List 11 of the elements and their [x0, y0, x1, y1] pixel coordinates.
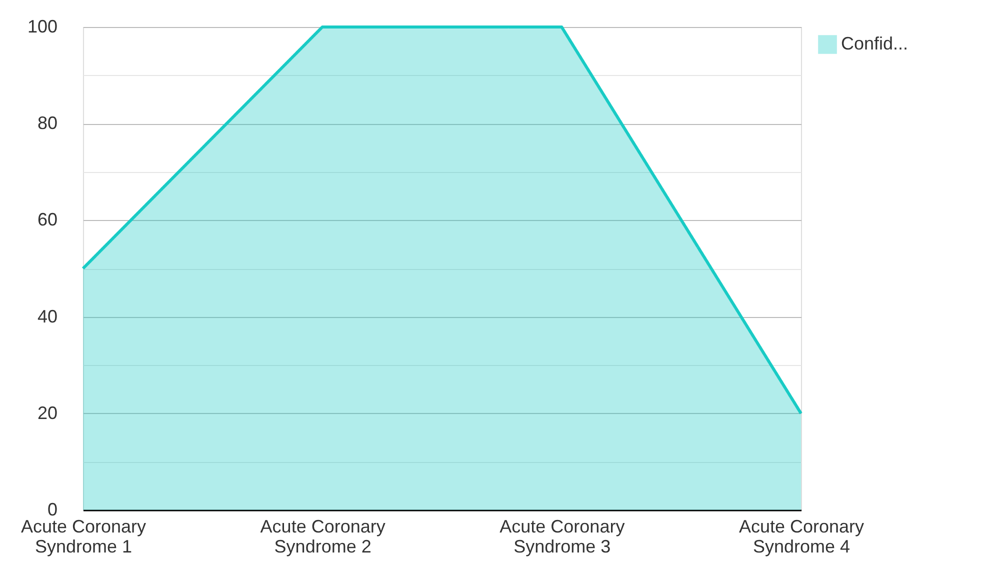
- y-tick-label: 0: [47, 500, 58, 520]
- y-tick-label: 20: [37, 402, 58, 423]
- x-tick-label: Acute Coronary Syndrome 4: [738, 516, 864, 556]
- y-tick-label: 60: [37, 210, 58, 230]
- y-tick-label: 80: [37, 113, 58, 134]
- y-tick-label: 40: [37, 306, 58, 326]
- legend-label: Confid...: [841, 34, 908, 54]
- x-tick-label: Acute Coronary Syndrome 2: [260, 516, 386, 556]
- x-tick-label: Acute Coronary Syndrome 3: [500, 516, 625, 556]
- y-tick-label: 100: [27, 16, 58, 36]
- x-tick-label: Acute Coronary Syndrome 1: [20, 516, 146, 556]
